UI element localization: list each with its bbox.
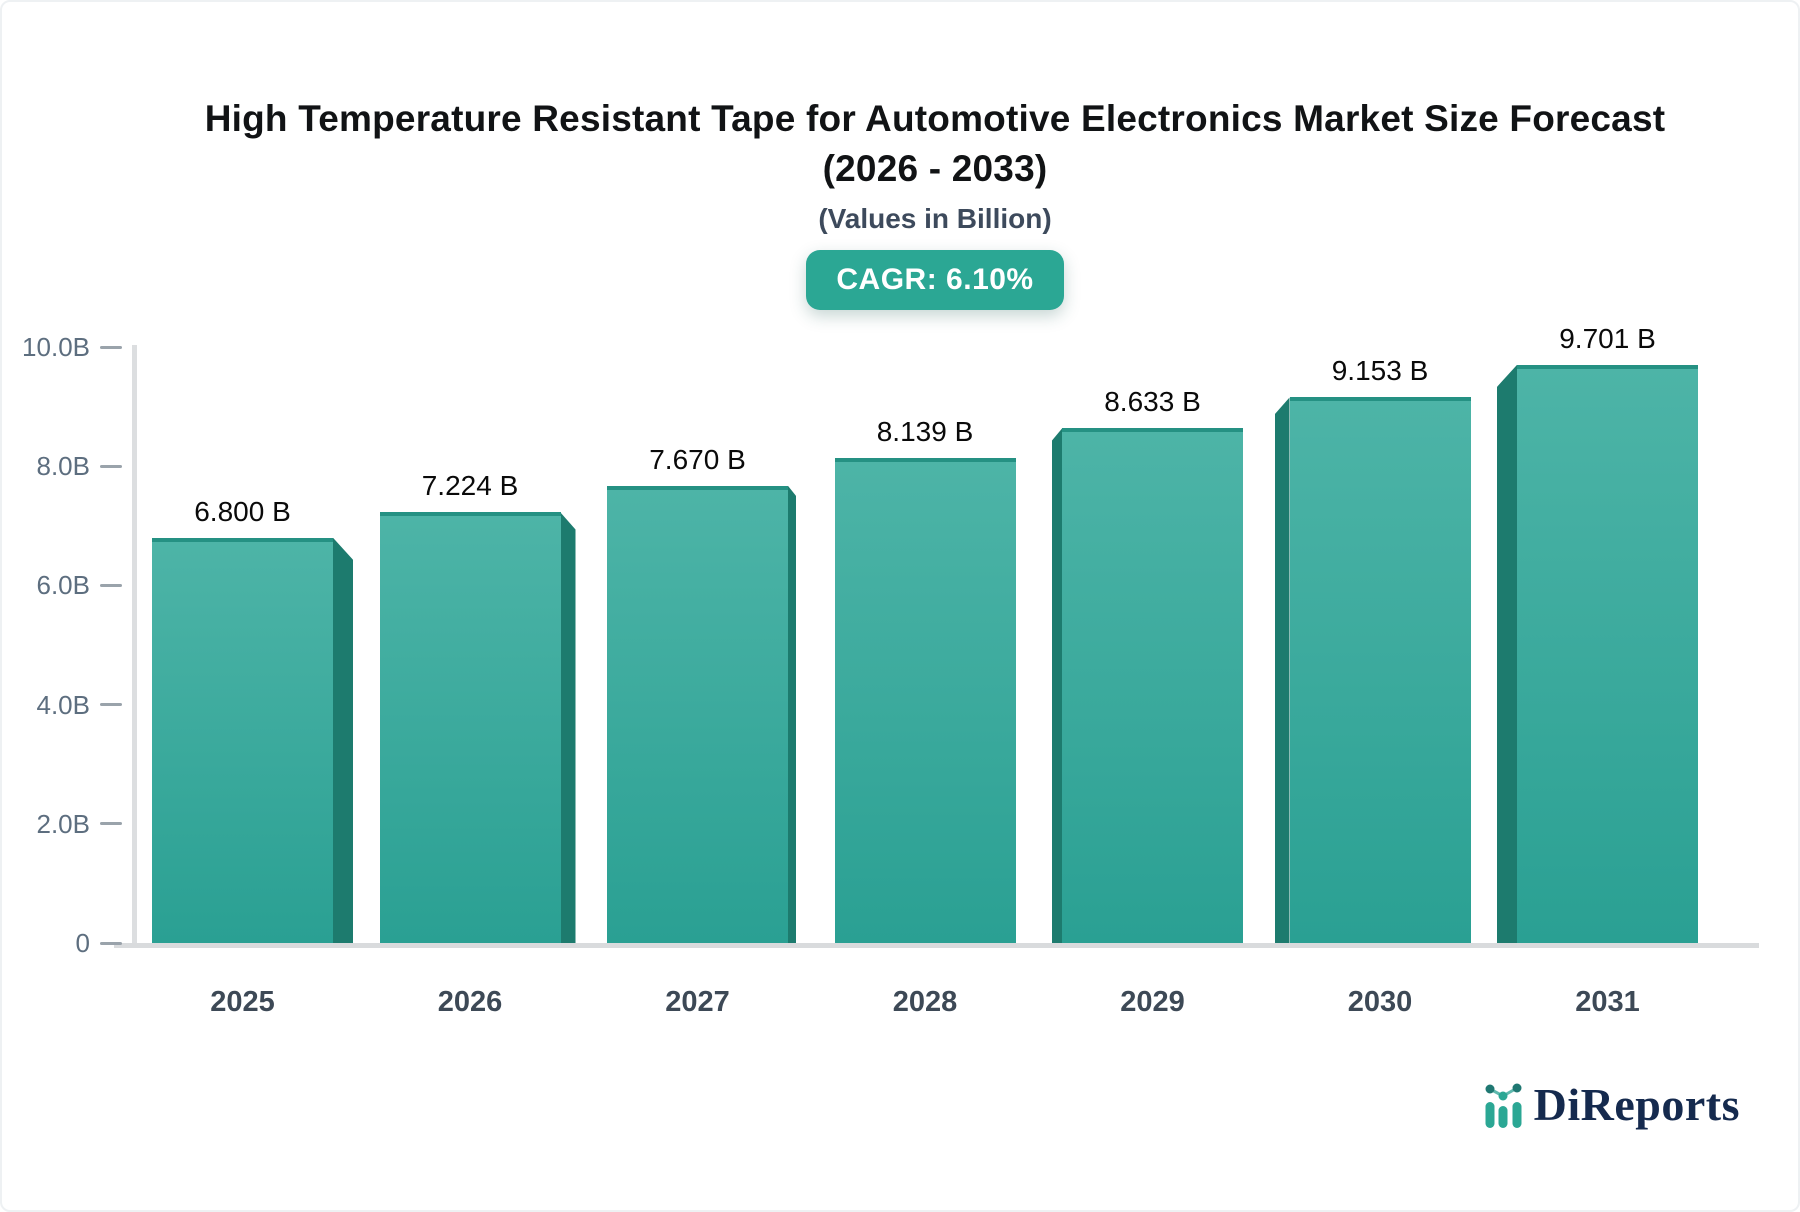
chart-header: High Temperature Resistant Tape for Auto… xyxy=(72,94,1798,310)
y-tick-mark xyxy=(100,822,122,826)
mini-bar-chart-icon xyxy=(1485,1083,1522,1128)
y-tick-label: 8.0B xyxy=(36,451,91,482)
bar-value-label: 9.701 B xyxy=(1559,322,1656,354)
y-axis-line xyxy=(132,345,137,948)
y-tick-mark xyxy=(100,464,122,468)
cagr-badge: CAGR: 6.10% xyxy=(806,250,1064,310)
x-axis-label: 2030 xyxy=(1347,986,1413,1018)
bar-value-label: 9.153 B xyxy=(1331,355,1429,387)
y-tick-label: 6.0B xyxy=(36,570,91,601)
chart-title-line1: High Temperature Resistant Tape for Auto… xyxy=(204,98,1666,139)
bar-side-face xyxy=(333,537,353,943)
x-axis-label: 2029 xyxy=(1120,986,1185,1018)
bar xyxy=(152,537,333,943)
chart-title-line2: (2026 - 2033) xyxy=(822,148,1048,189)
x-axis-label: 2028 xyxy=(892,986,958,1018)
bar xyxy=(834,457,1016,943)
bar xyxy=(1289,397,1471,943)
x-axis-label: 2031 xyxy=(1575,986,1640,1018)
bar xyxy=(1062,428,1243,943)
y-tick-label: 4.0B xyxy=(36,689,91,720)
bar-value-label: 8.139 B xyxy=(876,415,974,447)
bar-side-face xyxy=(1274,397,1290,943)
y-tick-mark xyxy=(100,583,122,587)
x-axis-line xyxy=(114,943,1759,948)
y-tick-mark xyxy=(100,941,122,945)
bar-value-label: 8.633 B xyxy=(1104,386,1201,418)
y-tick-mark xyxy=(100,703,122,707)
x-axis-label: 2026 xyxy=(437,986,503,1018)
x-axis-label: 2025 xyxy=(210,986,275,1018)
bar-side-face xyxy=(788,485,796,943)
bar-value-label: 6.800 B xyxy=(194,495,291,527)
y-tick-label: 2.0B xyxy=(36,808,91,839)
bar-side-face xyxy=(560,512,576,943)
x-axis-label: 2027 xyxy=(665,986,730,1018)
bar xyxy=(379,512,561,943)
direports-logo: DiReports xyxy=(1483,1080,1740,1128)
bar-side-face xyxy=(1052,428,1062,943)
bar-value-label: 7.670 B xyxy=(649,443,746,475)
y-tick-label: 10.0B xyxy=(22,332,90,362)
y-tick-label: 0 xyxy=(75,928,90,958)
direports-logo-text: DiReports xyxy=(1533,1079,1740,1130)
bar xyxy=(1517,364,1698,943)
bar-value-label: 7.224 B xyxy=(421,470,519,502)
chart-subtitle: (Values in Billion) xyxy=(818,203,1052,234)
y-tick-mark xyxy=(100,345,122,349)
bar-side-face xyxy=(1497,364,1517,943)
bar xyxy=(607,485,788,943)
